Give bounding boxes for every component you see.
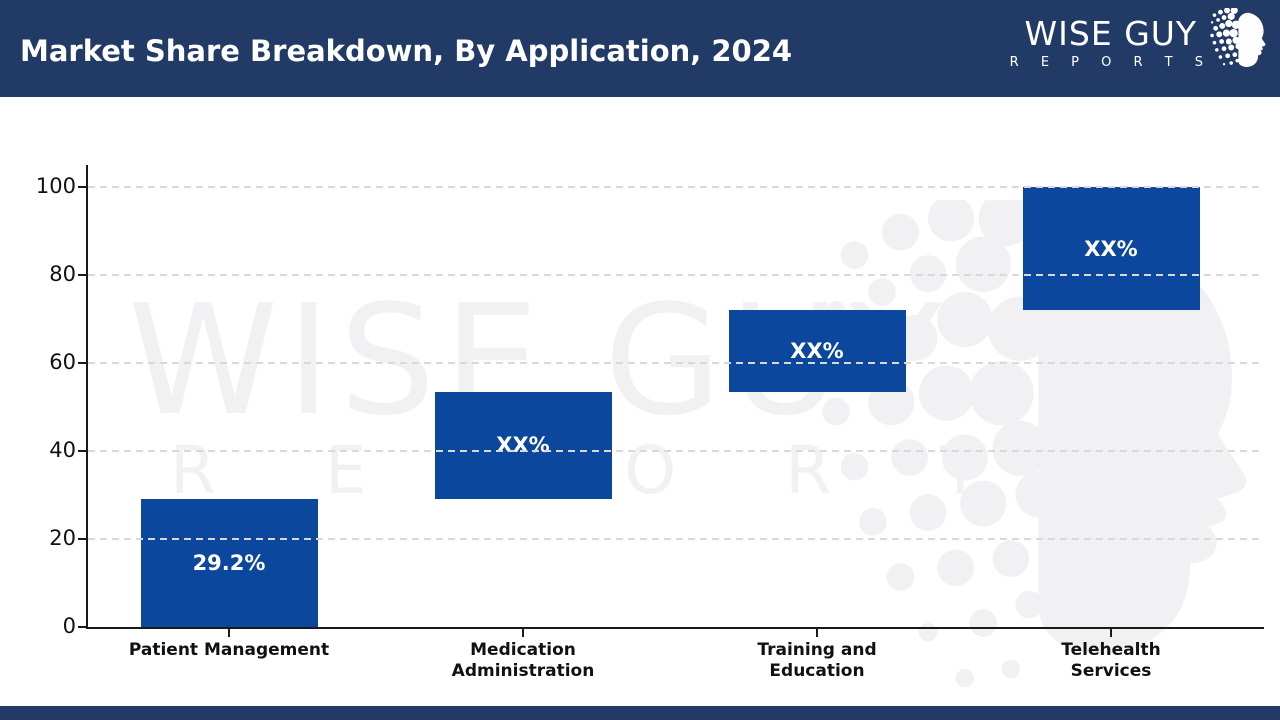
grid-line	[88, 538, 1262, 540]
category-label: Telehealth Services	[1061, 640, 1161, 682]
y-tick-label: 100	[35, 174, 76, 198]
header-bar	[0, 0, 1280, 97]
y-tick-mark	[78, 450, 86, 452]
page-title: Market Share Breakdown, By Application, …	[20, 34, 793, 68]
bar-value-label: XX%	[1084, 236, 1138, 261]
x-tick-mark	[1110, 629, 1112, 637]
y-tick-mark	[78, 538, 86, 540]
y-tick-label: 80	[49, 262, 76, 286]
y-axis-line	[86, 165, 88, 629]
wiseguy-face-icon	[1210, 8, 1266, 68]
x-tick-mark	[522, 629, 524, 637]
bar-segment: XX%	[434, 392, 612, 499]
grid-line	[88, 362, 1262, 364]
y-tick-mark	[78, 274, 86, 276]
bar-value-label: XX%	[790, 339, 844, 364]
y-tick-label: 0	[62, 614, 76, 638]
wiseguy-logo-reports: R E P O R T S	[1009, 54, 1212, 70]
y-tick-label: 40	[49, 438, 76, 462]
y-tick-mark	[78, 626, 86, 628]
footer-bar	[0, 706, 1280, 720]
wiseguy-logo: WISE GUY R E P O R T S	[1010, 8, 1266, 75]
category-label: Training and Education	[757, 640, 877, 682]
bar-segment: XX%	[1022, 187, 1200, 311]
y-tick-mark	[78, 186, 86, 188]
category-label: Patient Management	[128, 640, 330, 660]
wiseguy-logo-text: WISE GUY R E P O R T S	[1010, 14, 1212, 70]
y-tick-label: 20	[49, 526, 76, 550]
x-axis-line	[86, 627, 1264, 629]
bar-segment: 29.2%	[140, 498, 318, 627]
wiseguy-logo-wordmark: WISE GUY	[1024, 13, 1198, 53]
grid-line	[88, 450, 1262, 452]
bar-value-label: XX%	[496, 433, 550, 458]
y-tick-label: 60	[49, 350, 76, 374]
bar-segment: XX%	[728, 310, 906, 393]
grid-line	[88, 186, 1262, 188]
x-tick-mark	[816, 629, 818, 637]
bar-value-label: 29.2%	[192, 550, 266, 575]
grid-line	[88, 274, 1262, 276]
x-tick-mark	[228, 629, 230, 637]
category-label: Medication Administration	[451, 640, 595, 682]
y-tick-mark	[78, 362, 86, 364]
